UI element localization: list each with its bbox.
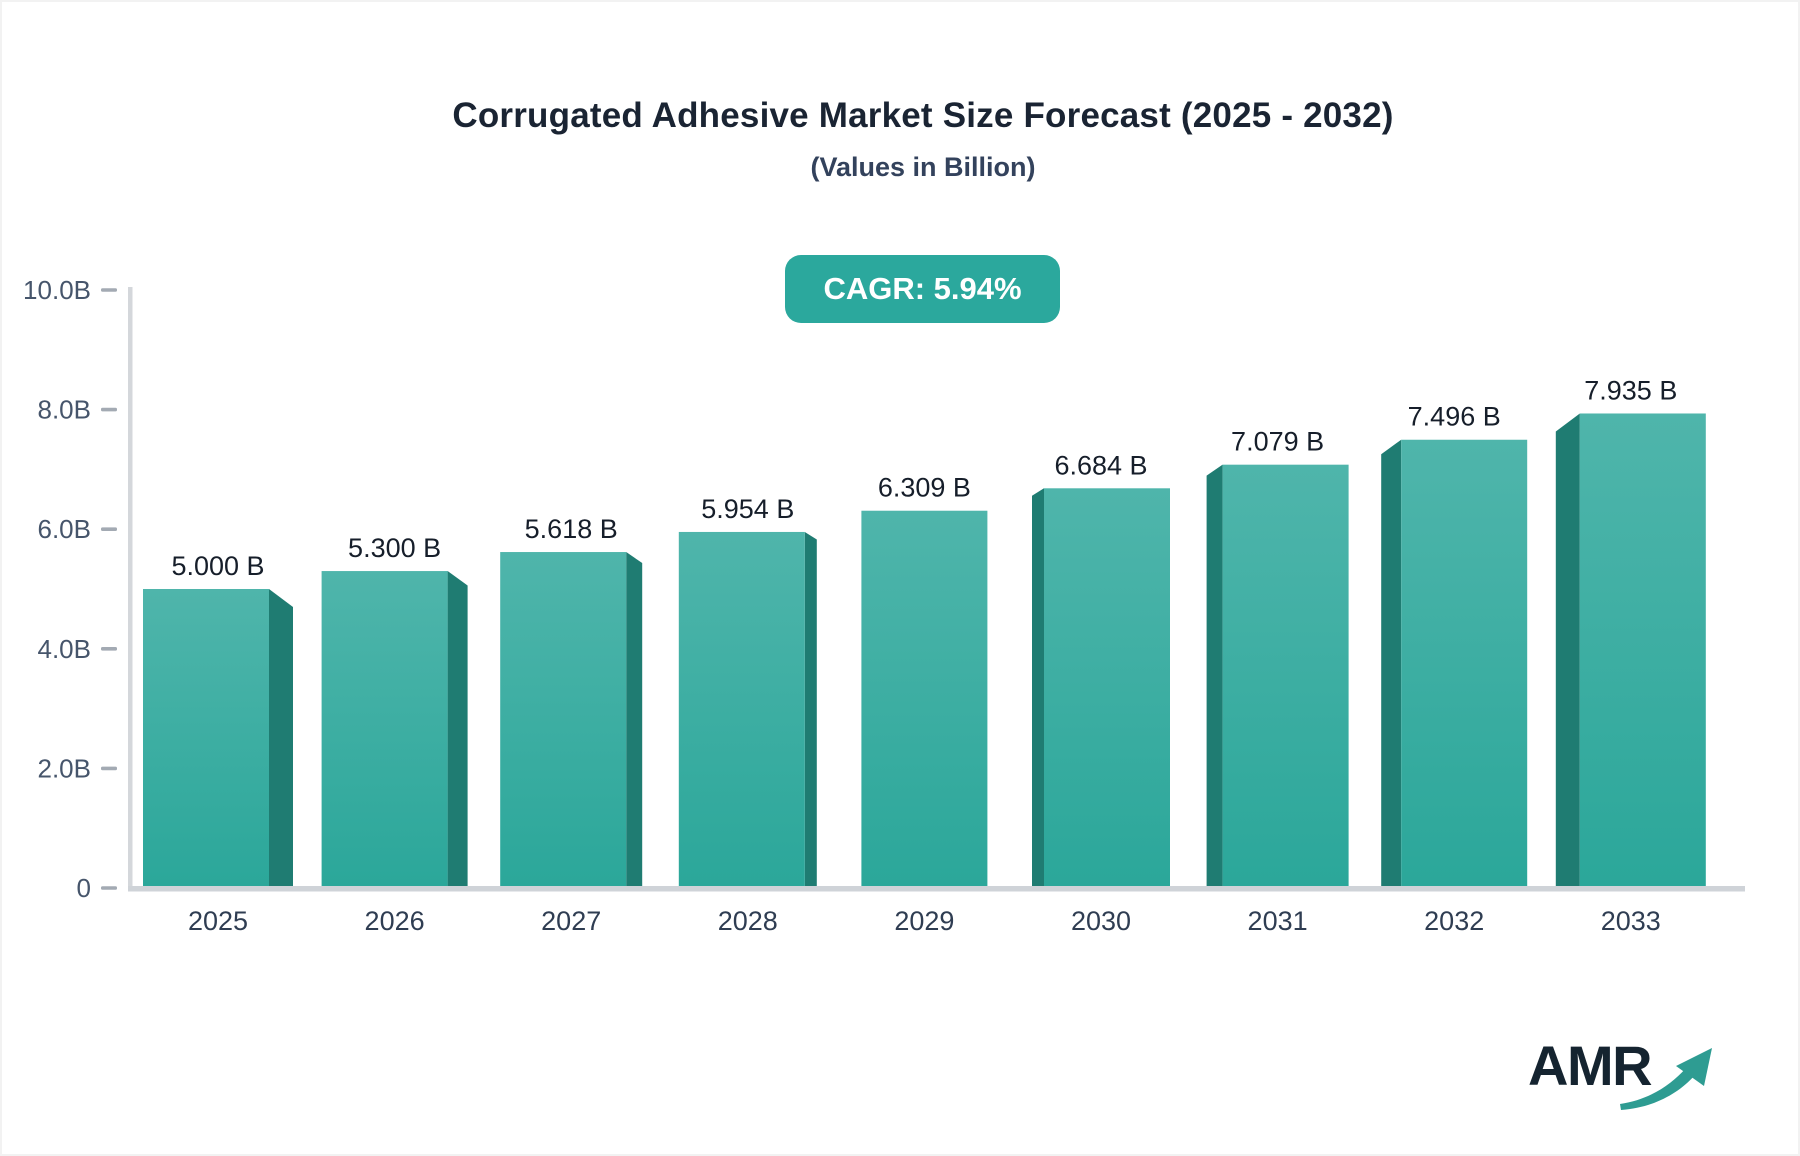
bars-layer xyxy=(143,413,1706,886)
chart-header: Corrugated Adhesive Market Size Forecast… xyxy=(23,96,1800,183)
bar-side-face xyxy=(1206,464,1223,886)
bar-2030[interactable] xyxy=(1032,488,1170,886)
x-axis-line xyxy=(128,886,1745,892)
x-tick-label: 2030 xyxy=(1071,906,1131,936)
y-tick-dash xyxy=(101,407,117,412)
bar-side-face xyxy=(447,571,468,886)
bar-2025[interactable] xyxy=(143,589,293,886)
bar-front-face xyxy=(500,552,627,886)
y-tick-label: 8.0B xyxy=(38,395,92,425)
cagr-badge: CAGR: 5.94% xyxy=(785,255,1060,323)
x-tick-label: 2028 xyxy=(718,906,778,936)
y-tick-label: 6.0B xyxy=(38,514,92,544)
bar-value-label: 5.954 B xyxy=(701,494,794,524)
amr-logo: AMR xyxy=(1528,1038,1728,1123)
bar-front-face xyxy=(861,510,988,886)
bar-value-label: 7.079 B xyxy=(1231,427,1324,457)
bar-value-label: 5.300 B xyxy=(348,533,441,563)
bar-side-face xyxy=(626,552,643,886)
bar-2027[interactable] xyxy=(500,552,643,886)
x-tick-label: 2025 xyxy=(188,906,248,936)
x-tick-label: 2027 xyxy=(541,906,601,936)
bar-side-face xyxy=(1555,413,1580,886)
bar-front-face xyxy=(1579,413,1706,886)
bar-value-label: 7.935 B xyxy=(1584,375,1677,405)
axis-layer xyxy=(101,287,1745,892)
growth-arrow-icon xyxy=(1620,1048,1712,1110)
y-tick-label: 2.0B xyxy=(38,753,92,783)
bar-side-face xyxy=(1032,488,1044,886)
x-tick-label: 2032 xyxy=(1424,906,1484,936)
y-tick-label: 10.0B xyxy=(23,275,91,305)
y-tick-dash xyxy=(101,647,117,651)
bar-side-face xyxy=(269,589,293,886)
x-tick-label: 2033 xyxy=(1601,906,1661,936)
bar-front-face xyxy=(143,589,269,886)
bar-2031[interactable] xyxy=(1206,464,1349,886)
y-tick-dash xyxy=(101,886,117,890)
x-tick-label: 2031 xyxy=(1248,906,1308,936)
chart-title: Corrugated Adhesive Market Size Forecast… xyxy=(452,96,1394,135)
bar-front-face xyxy=(321,571,448,886)
y-tick-label: 4.0B xyxy=(38,634,92,664)
bar-front-face xyxy=(1222,464,1349,886)
x-tick-label: 2026 xyxy=(365,906,425,936)
bar-value-label: 7.496 B xyxy=(1408,402,1501,432)
bar-front-face xyxy=(678,531,805,886)
labels-layer: 10.0B 8.0B 6.0B 4.0B 2.0B 0 5.000 B 2025 5.300 B… xyxy=(23,275,1677,936)
bar-2033[interactable] xyxy=(1555,413,1706,886)
bar-front-face xyxy=(1044,488,1170,886)
bar-front-face xyxy=(1401,439,1528,886)
bar-2032[interactable] xyxy=(1381,439,1528,886)
bar-side-face xyxy=(804,531,817,886)
y-tick-dash xyxy=(101,527,117,531)
bar-value-label: 6.684 B xyxy=(1054,450,1147,480)
y-tick-dash xyxy=(101,288,117,292)
bar-side-face xyxy=(1381,439,1402,886)
amr-logo-text: AMR xyxy=(1528,1034,1653,1097)
y-tick-label: 0 xyxy=(77,873,91,903)
bar-2028[interactable] xyxy=(678,531,817,886)
chart-subtitle: (Values in Billion) xyxy=(810,152,1036,182)
y-axis-line xyxy=(128,287,133,891)
bar-2026[interactable] xyxy=(321,571,468,886)
bar-2029[interactable] xyxy=(861,510,988,886)
bar-value-label: 5.000 B xyxy=(171,551,264,581)
bar-value-label: 5.618 B xyxy=(525,514,618,544)
x-tick-label: 2029 xyxy=(894,906,954,936)
bar-value-label: 6.309 B xyxy=(878,473,971,503)
y-tick-dash xyxy=(101,766,117,771)
